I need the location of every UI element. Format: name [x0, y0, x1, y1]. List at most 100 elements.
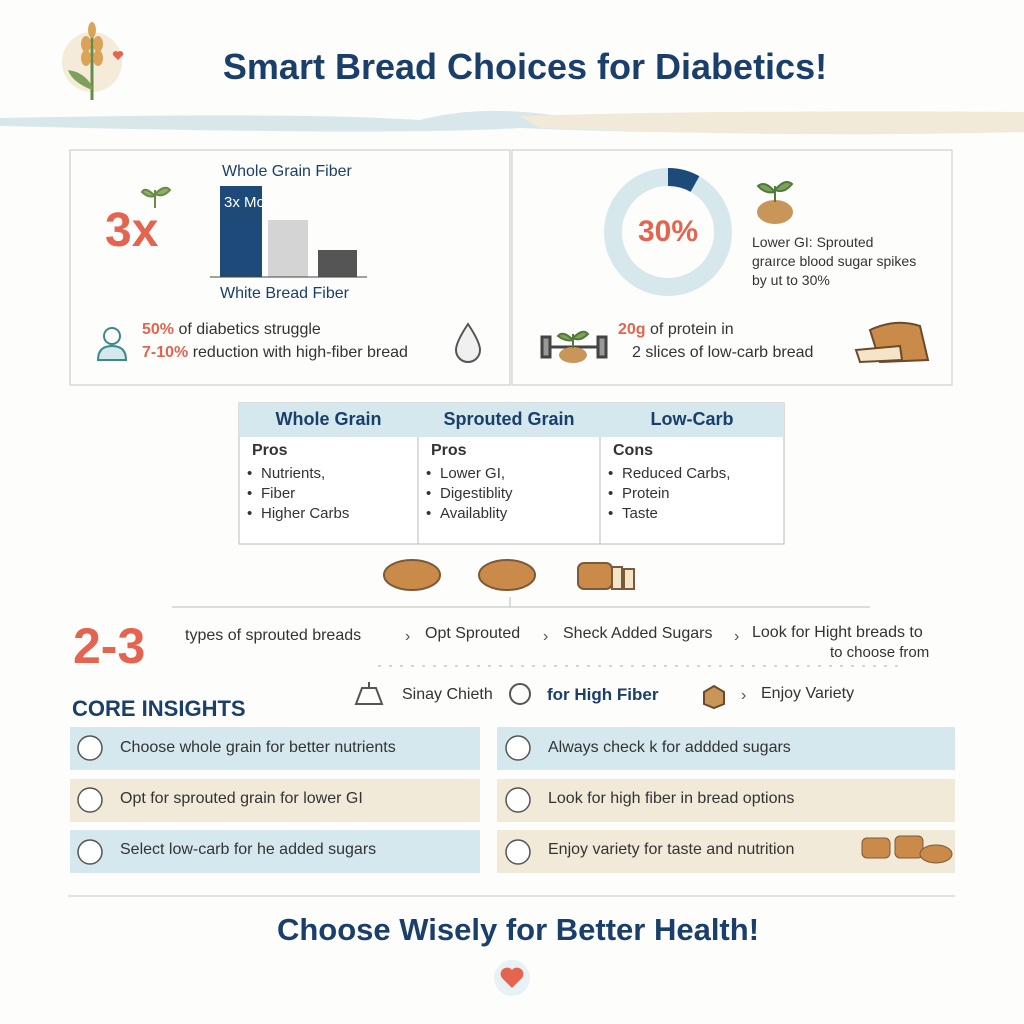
flow-big: 2-3: [73, 618, 146, 674]
column-item: • Reduced Carbs,: [608, 465, 731, 482]
shape: [77, 839, 103, 865]
shape: [559, 347, 587, 363]
shape: [96, 344, 128, 361]
shape: [112, 51, 124, 60]
bar-bottom: White Bread Fiber: [220, 285, 349, 302]
shape: [77, 735, 103, 761]
shape: [556, 330, 590, 348]
shape: [500, 967, 524, 988]
insight-item: Select low-carb for he added sugars: [120, 841, 377, 858]
shape: [81, 50, 91, 66]
column-item: • Nutrients,: [247, 465, 326, 482]
shape: [268, 220, 308, 277]
shape: [577, 562, 613, 590]
shape: [318, 250, 357, 277]
column-heading: Whole Grain: [275, 409, 382, 429]
shape: ›: [734, 628, 739, 645]
shape: [93, 50, 103, 66]
shape: [239, 403, 784, 437]
column-item: • Protein: [608, 485, 670, 502]
shape: [505, 839, 531, 865]
text: Look for Hight breads to: [752, 624, 923, 641]
shape: [70, 779, 480, 822]
shape: [454, 322, 482, 363]
shape: [497, 779, 955, 822]
insight-item: Choose whole grain for better nutrients: [120, 739, 396, 756]
shape: [854, 344, 904, 364]
text: reduction with high-fiber bread: [192, 344, 408, 361]
shape: [509, 683, 531, 705]
shape: [77, 735, 531, 865]
shape: [861, 837, 891, 859]
column-item: • Higher Carbs: [247, 505, 350, 522]
text: Enjoy Variety: [761, 685, 855, 702]
shape: [540, 335, 552, 359]
shape: [511, 149, 953, 386]
shape: [757, 200, 793, 224]
shape: [383, 559, 441, 591]
shape: [703, 684, 725, 710]
footer: Choose Wisely for Better Health!: [276, 912, 760, 947]
text: 2 slices of low-carb bread: [632, 344, 814, 361]
shape: [70, 830, 480, 873]
column-item: • Lower GI,: [426, 465, 506, 482]
bullet: •: [426, 505, 432, 522]
donut-label: 30%: [637, 215, 699, 248]
text: types of sprouted breads: [185, 627, 362, 644]
shape: [919, 844, 953, 864]
shape: 50% of diabetics struggle: [142, 321, 321, 339]
shape: [596, 335, 608, 359]
shape: [497, 727, 955, 770]
column-label: Pros: [252, 442, 288, 459]
text: of diabetics struggle: [178, 321, 321, 338]
shape: [103, 327, 121, 345]
text: of protein in: [650, 321, 734, 338]
big-stat: 3x: [105, 204, 159, 257]
bar-title: Whole Grain Fiber: [222, 163, 352, 180]
shape: 20g of protein in: [618, 321, 734, 339]
shape: [70, 727, 480, 770]
shape: [77, 787, 103, 813]
text: for High Fiber: [547, 685, 659, 704]
text: graırce blood sugar spikes: [752, 253, 917, 269]
shape: [505, 787, 531, 813]
shape: [383, 559, 613, 591]
column-heading: Low-Carb: [650, 409, 734, 429]
shape: ›: [741, 687, 746, 704]
shape: [611, 566, 623, 590]
column-item: • Taste: [608, 505, 658, 522]
shape: [69, 149, 511, 386]
bullet: •: [608, 505, 614, 522]
shape: [520, 111, 1024, 135]
bullet: •: [247, 465, 253, 482]
shape: › › › ›: [405, 628, 746, 704]
text: 7-10%: [142, 344, 189, 361]
text: by ut to 30%: [752, 272, 830, 288]
insight-item: Look for high fiber in bread options: [548, 790, 795, 807]
text: 20g: [618, 321, 646, 338]
shape: 7-10% reduction with high-fiber bread: [142, 344, 408, 362]
column-item: • Availablity: [426, 505, 508, 522]
bullet: •: [608, 465, 614, 482]
bullet: •: [247, 505, 253, 522]
shape: [81, 36, 91, 52]
bullet: •: [247, 485, 253, 502]
shape: [81, 22, 103, 66]
shape: [88, 22, 96, 38]
shape: [505, 735, 531, 761]
column-label: Pros: [431, 442, 467, 459]
text: Sinay Chieth: [402, 686, 493, 703]
text: to choose from: [830, 644, 930, 661]
insights-title: CORE INSIGHTS: [72, 696, 246, 721]
insight-item: Always check k for addded sugars: [548, 739, 791, 756]
insight-item: Enjoy variety for taste and nutrition: [548, 841, 795, 858]
shape: [861, 835, 953, 864]
text: Opt Sprouted: [425, 625, 521, 642]
bar-label: 3x More: [224, 194, 279, 211]
text: Sheck Added Sugars: [563, 625, 713, 642]
shape: [756, 181, 794, 202]
shape: [894, 835, 924, 859]
bullet: •: [426, 465, 432, 482]
